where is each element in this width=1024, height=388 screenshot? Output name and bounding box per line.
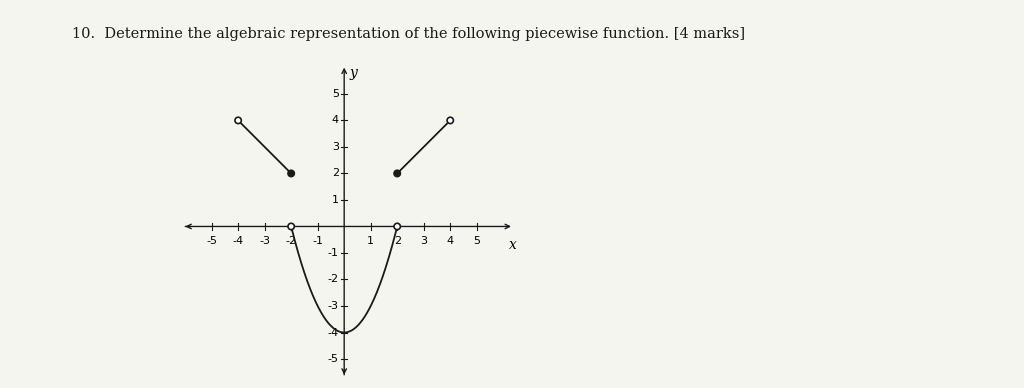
Text: -2: -2 xyxy=(328,274,339,284)
Text: -3: -3 xyxy=(328,301,339,311)
Text: -2: -2 xyxy=(286,236,297,246)
Text: -4: -4 xyxy=(232,236,244,246)
Circle shape xyxy=(394,170,400,177)
Text: 4: 4 xyxy=(446,236,454,246)
Text: 5: 5 xyxy=(332,89,339,99)
Text: -3: -3 xyxy=(259,236,270,246)
Text: x: x xyxy=(509,238,516,252)
Text: -1: -1 xyxy=(328,248,339,258)
Circle shape xyxy=(394,223,400,230)
Circle shape xyxy=(288,223,294,230)
Text: -5: -5 xyxy=(206,236,217,246)
Text: 10.  Determine the algebraic representation of the following piecewise function.: 10. Determine the algebraic representati… xyxy=(72,27,744,41)
Text: -1: -1 xyxy=(312,236,324,246)
Circle shape xyxy=(288,170,294,177)
Text: 1: 1 xyxy=(368,236,374,246)
Text: -5: -5 xyxy=(328,354,339,364)
Circle shape xyxy=(234,117,242,124)
Text: 2: 2 xyxy=(393,236,400,246)
Text: y: y xyxy=(349,66,357,80)
Text: 1: 1 xyxy=(332,195,339,205)
Text: 3: 3 xyxy=(420,236,427,246)
Text: 3: 3 xyxy=(332,142,339,152)
Text: 4: 4 xyxy=(332,115,339,125)
Text: 5: 5 xyxy=(473,236,480,246)
Text: 2: 2 xyxy=(332,168,339,178)
Text: -4: -4 xyxy=(328,327,339,338)
Circle shape xyxy=(447,117,454,124)
